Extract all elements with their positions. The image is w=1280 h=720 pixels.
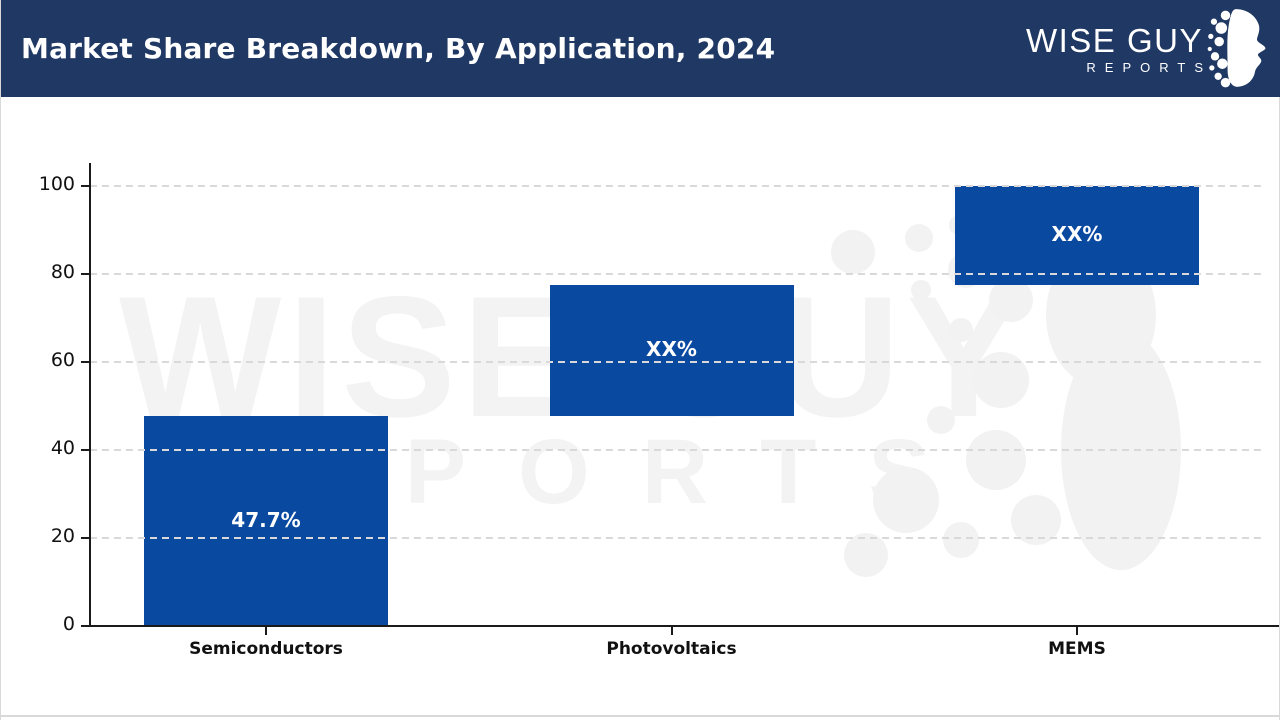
gridline-40	[90, 449, 1265, 451]
x-tick-2	[670, 627, 673, 635]
gridline-100	[90, 185, 1265, 187]
y-tick-20	[81, 537, 90, 539]
x-category-label-2: Photovoltaics	[606, 639, 737, 659]
x-category-label-1: Semiconductors	[189, 639, 343, 659]
bar-label-1: 47.7%	[231, 508, 301, 533]
y-tick-label-60: 60	[50, 349, 75, 371]
y-tick-label-100: 100	[38, 173, 75, 195]
dotted-head-profile-icon	[1207, 9, 1266, 88]
bar-label-3: XX%	[1051, 222, 1103, 247]
y-tick-label-0: 0	[62, 613, 75, 635]
x-axis-spine	[89, 625, 1279, 627]
brand-logo-line1: WISE GUY	[1025, 21, 1203, 59]
y-tick-100	[81, 185, 90, 187]
brand-logo-text: WISE GUY REPORTS	[1025, 21, 1203, 75]
y-tick-80	[81, 273, 90, 275]
brand-logo-line2: REPORTS	[1086, 59, 1212, 75]
page-title: Market Share Breakdown, By Application, …	[21, 32, 776, 65]
bar-label-2: XX%	[646, 337, 697, 362]
gridline-80	[90, 273, 1265, 275]
y-tick-40	[81, 449, 90, 451]
y-tick-60	[81, 361, 90, 363]
y-tick-label-80: 80	[50, 261, 75, 283]
y-tick-label-40: 40	[50, 437, 75, 459]
bar-semiconductors	[144, 416, 388, 626]
gridline-20	[90, 537, 1265, 539]
header-bar: Market Share Breakdown, By Application, …	[1, 0, 1280, 97]
bar-mems	[955, 186, 1199, 285]
bottom-divider	[1, 715, 1280, 717]
y-tick-0	[81, 625, 90, 627]
x-tick-1	[265, 627, 267, 635]
gridline-60	[90, 361, 1265, 363]
bar-photovoltaics	[549, 284, 794, 417]
x-category-label-3: MEMS	[1048, 639, 1106, 659]
y-tick-label-20: 20	[50, 525, 75, 547]
brand-logo: WISE GUY REPORTS	[1026, 5, 1273, 93]
y-axis-spine	[89, 163, 91, 627]
x-tick-3	[1076, 627, 1078, 635]
